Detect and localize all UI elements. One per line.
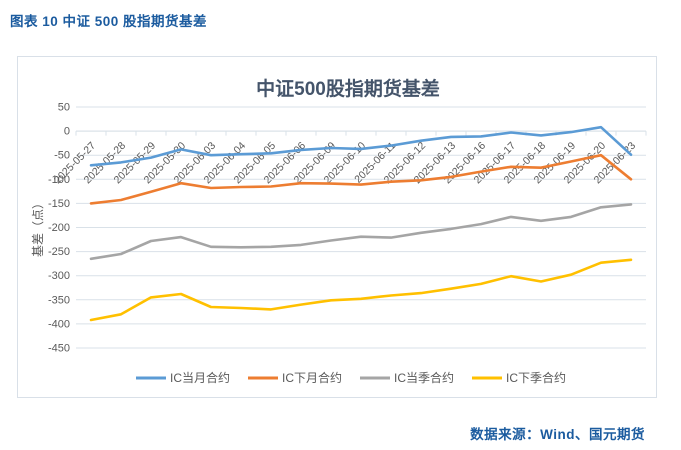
legend: IC当月合约 IC下月合约 IC当季合约 IC下季合约 <box>136 370 566 385</box>
series-line-IC下月合约 <box>89 153 633 205</box>
y-axis-tick-label: -350 <box>48 294 70 306</box>
series-line-IC当月合约 <box>89 125 633 167</box>
y-axis-tick-label: -450 <box>48 343 70 355</box>
legend-label: IC当季合约 <box>394 370 454 385</box>
chart-title: 中证500股指期货基差 <box>256 77 440 100</box>
plot-area: 500-50-100-150-200-250-300-350-400-45020… <box>48 102 647 355</box>
series-line-IC下季合约 <box>89 258 633 322</box>
chart-panel: 中证500股指期货基差 基差（点） 50 0 -50 -100 -150 -200 -250… <box>17 56 657 398</box>
y-axis-tick-label: -300 <box>48 270 70 282</box>
y-axis-tick-label: 0 <box>64 126 70 138</box>
y-axis-tick-label: -100 <box>48 174 70 186</box>
series-line-IC当季合约 <box>89 203 633 261</box>
y-axis-tick-label: 50 <box>58 102 70 114</box>
chart-svg: 中证500股指期货基差 基差（点） 50 0 -50 -100 -150 -200 -250… <box>31 77 647 385</box>
y-axis-tick-label: -200 <box>48 222 70 234</box>
y-axis-tick-label: -400 <box>48 318 70 330</box>
y-axis-tick-label: -250 <box>48 246 70 258</box>
legend-label: IC下季合约 <box>506 370 566 385</box>
y-axis-tick-label: -150 <box>48 198 70 210</box>
y-axis-tick-label: -50 <box>54 150 70 162</box>
y-axis-title: 基差（点） <box>31 197 45 257</box>
figure-caption: 图表 10 中证 500 股指期货基差 <box>10 14 208 29</box>
legend-label: IC下月合约 <box>282 370 342 385</box>
data-source-note: 数据来源：Wind、国元期货 <box>470 427 645 442</box>
legend-label: IC当月合约 <box>170 370 230 385</box>
